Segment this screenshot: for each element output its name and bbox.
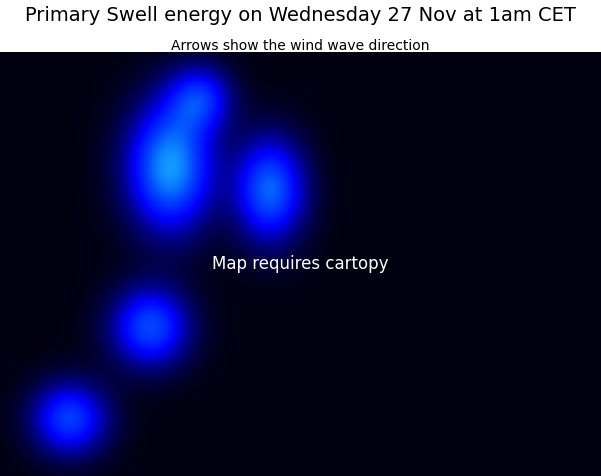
Text: Arrows show the wind wave direction: Arrows show the wind wave direction [171, 39, 430, 53]
Text: Map requires cartopy: Map requires cartopy [212, 255, 389, 273]
Text: Primary Swell energy on Wednesday 27 Nov at 1am CET: Primary Swell energy on Wednesday 27 Nov… [25, 7, 576, 26]
